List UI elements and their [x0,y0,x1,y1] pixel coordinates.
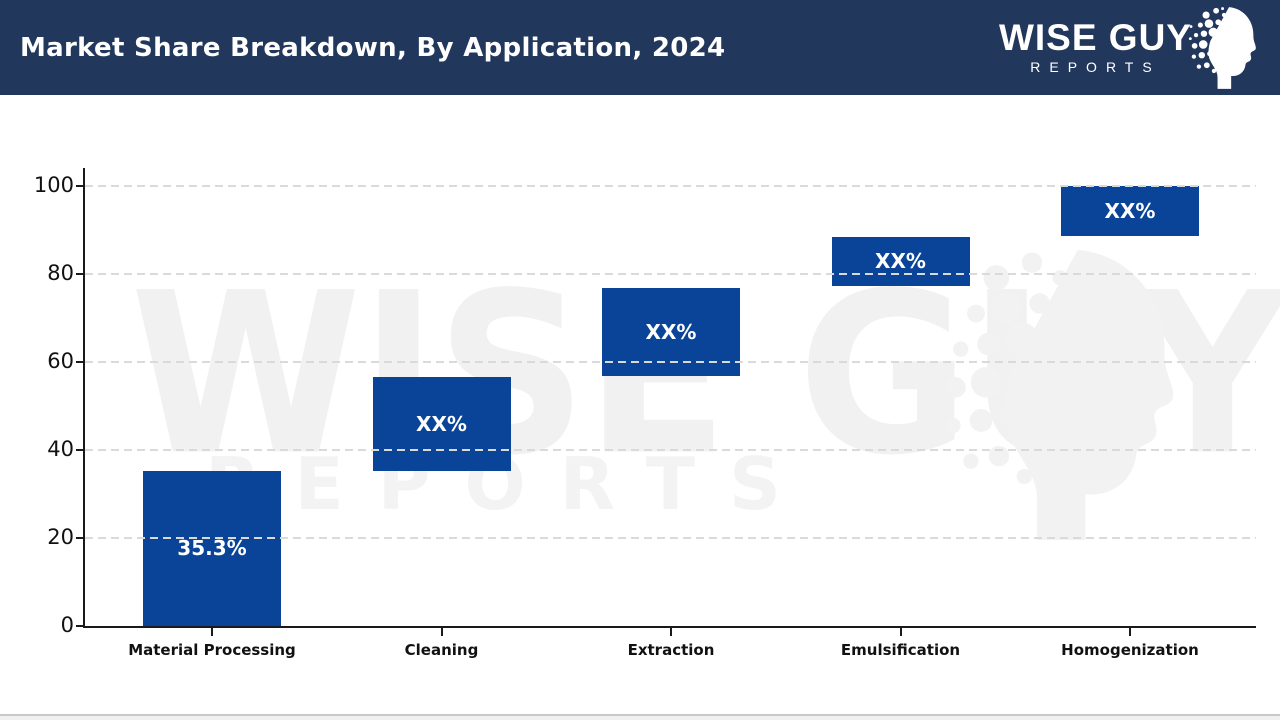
y-tick-mark [76,625,84,627]
bar-value-label: XX% [645,320,697,345]
x-tick-mark [670,628,672,636]
y-tick-mark [76,361,84,363]
y-tick-label: 0 [60,613,74,637]
x-tick-label-1: Material Processing [128,641,296,659]
logo-text: WISE GUY REPORTS [999,19,1192,76]
bar-segment: XX% [372,376,511,471]
footer-strip [0,716,1280,720]
header-bar: Market Share Breakdown, By Application, … [0,0,1280,95]
x-tick-mark [211,628,213,636]
logo-face-icon [1188,6,1256,89]
gridline-60 [85,361,1256,363]
y-tick-mark [76,273,84,275]
x-axis-line [83,626,1256,628]
page-title: Market Share Breakdown, By Application, … [20,32,726,63]
bar-value-label: 35.3% [177,536,247,561]
y-tick-mark [76,449,84,451]
bar-value-label: XX% [1104,199,1156,224]
gridline-20 [85,537,1256,539]
x-tick-label-3: Extraction [627,641,715,659]
bar-segment: 35.3% [143,470,281,626]
y-tick-label: 20 [47,525,74,549]
logo-subtitle: REPORTS [1030,59,1161,75]
gridline-100 [85,185,1256,187]
x-tick-label-2: Cleaning [404,641,479,659]
x-tick-mark [440,628,443,636]
x-tick-mark [1129,628,1131,636]
y-axis-line [83,168,85,628]
bar-segment: XX% [831,236,970,287]
wise-guy-logo: WISE GUY REPORTS [999,5,1280,91]
x-tick-label-4: Emulsification [840,641,961,659]
bar-value-label: XX% [875,249,926,274]
gridline-80 [85,273,1256,275]
bar-segment: XX% [1061,186,1199,237]
y-tick-label: 100 [33,173,74,197]
gridline-40 [85,449,1256,451]
logo-wordmark: WISE GUY [998,17,1192,58]
watermark-face-icon [945,249,1174,541]
y-tick-label: 60 [47,349,74,373]
bar-value-label: XX% [416,411,467,436]
y-tick-mark [76,185,84,187]
y-tick-label: 40 [47,437,74,461]
footer-divider [0,714,1280,716]
y-tick-label: 80 [47,261,74,285]
x-tick-label-5: Homogenization [1061,641,1199,659]
y-tick-mark [76,537,84,539]
x-tick-mark [899,628,902,636]
